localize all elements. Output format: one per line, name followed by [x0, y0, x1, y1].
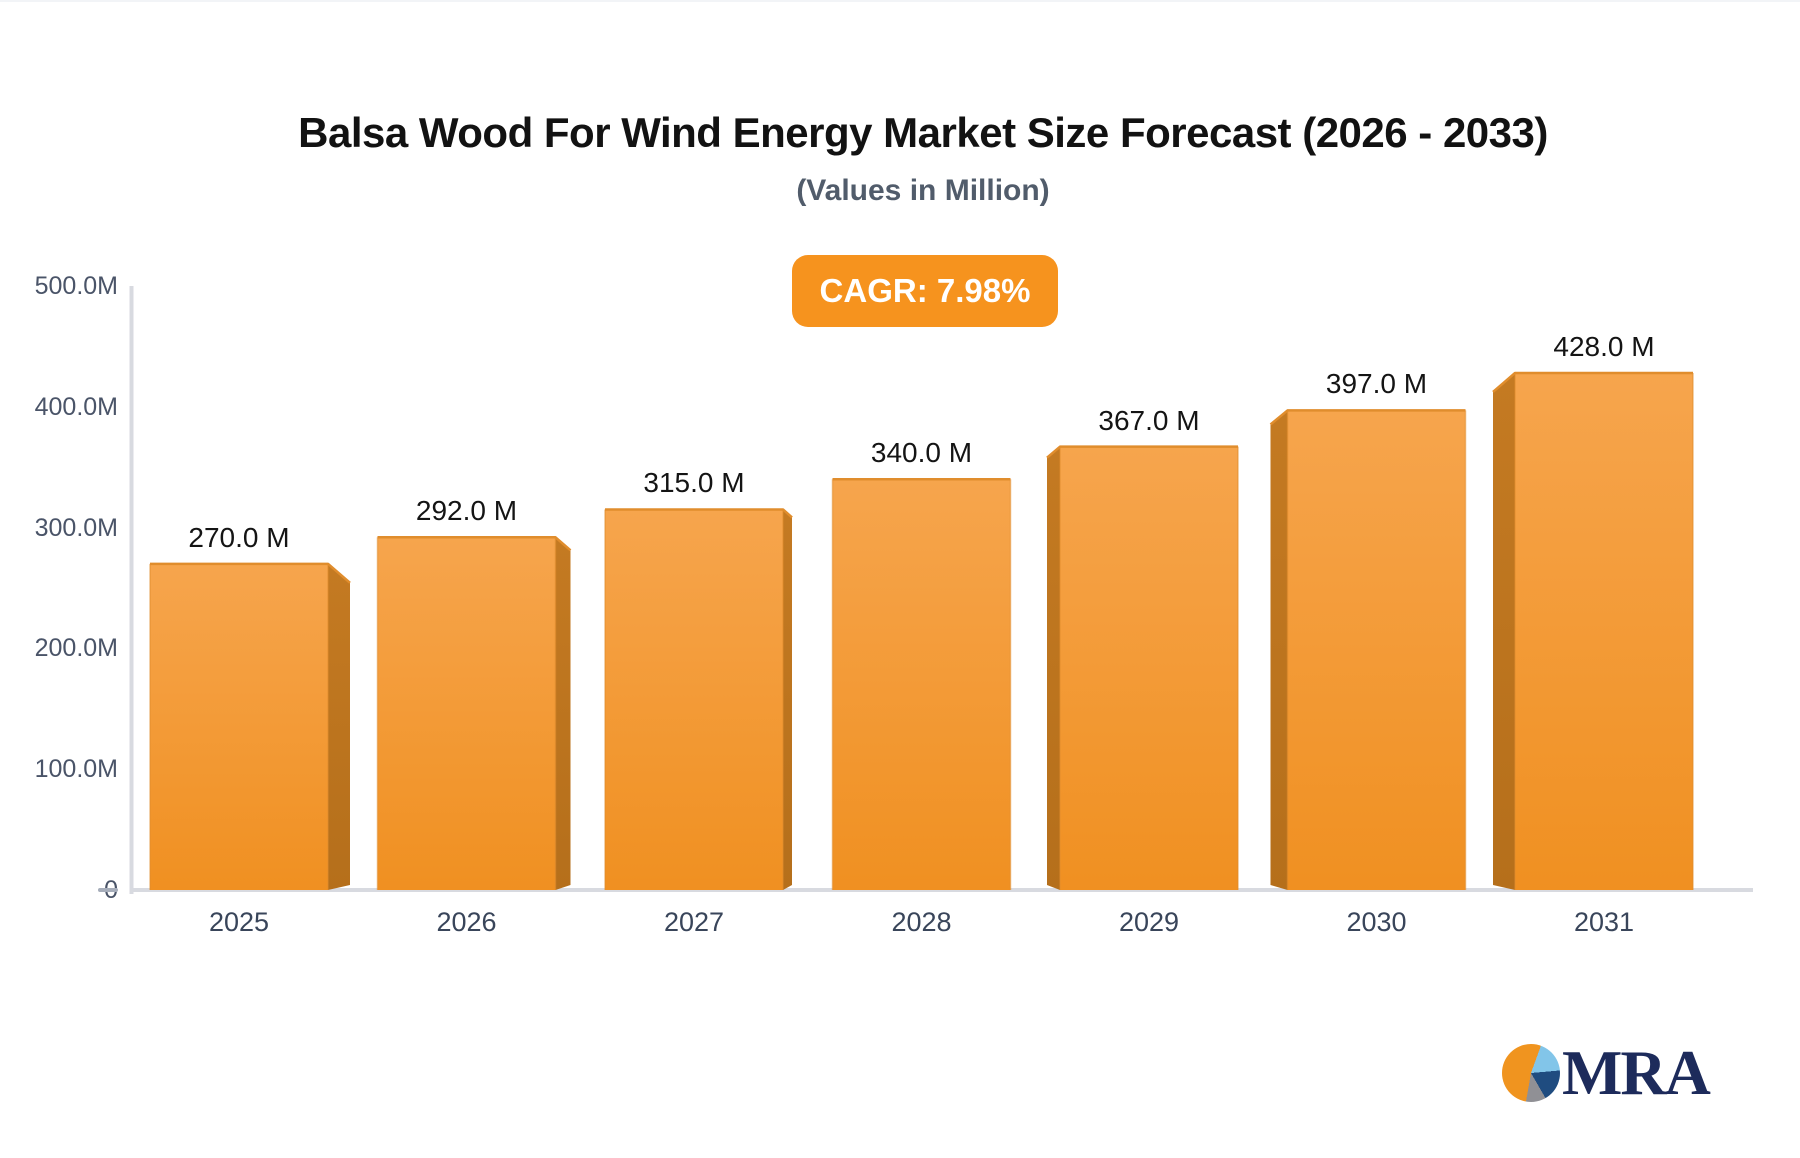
chart-title: Balsa Wood For Wind Energy Market Size F… [298, 109, 1548, 156]
y-tick-label: 500.0M [34, 272, 118, 300]
x-tick-label: 2025 [208, 907, 270, 937]
bar-value-label: 340.0 M [870, 437, 973, 469]
bar-front-face [832, 479, 1011, 890]
bar-side-face [555, 537, 571, 890]
bar-side-face [1047, 446, 1060, 890]
bar [149, 562, 351, 890]
bar-value-label: 292.0 M [415, 495, 518, 527]
bar-front-face [377, 537, 556, 890]
chart-subtitle: (Values in Million) [796, 174, 1050, 207]
bar [1492, 371, 1694, 890]
bar-side-face [328, 563, 350, 890]
bar-front-face [150, 563, 328, 890]
x-tick-label: 2028 [891, 907, 952, 937]
y-tick-label: 100.0M [34, 755, 118, 784]
mra-logo-text: MRA [1562, 1037, 1711, 1108]
x-tick-label: 2029 [1118, 907, 1180, 937]
bar-front-face [1287, 410, 1466, 890]
bar-value-label: 270.0 M [188, 521, 290, 553]
bar [1046, 445, 1239, 890]
y-tick-label: 200.0M [34, 634, 118, 663]
cagr-badge: CAGR: 7.98% [792, 255, 1058, 327]
bar-value-label: 315.0 M [643, 467, 745, 499]
bar-front-face [605, 509, 783, 890]
x-tick-label: 2030 [1346, 907, 1407, 937]
y-tick-label: 400.0M [34, 392, 118, 421]
bar-front-face [1515, 372, 1693, 890]
zero-tick-mark [98, 888, 118, 892]
bar-value-label: 367.0 M [1098, 404, 1200, 436]
bar [376, 536, 572, 890]
x-tick-label: 2026 [436, 907, 497, 937]
x-tick-label: 2031 [1573, 907, 1635, 937]
y-axis-line [129, 286, 134, 894]
bar [604, 508, 793, 890]
bar-front-face [1060, 446, 1238, 890]
mra-logo: MRA [1502, 1037, 1711, 1108]
mra-pie-icon [1502, 1044, 1560, 1102]
x-tick-label: 2027 [663, 907, 725, 937]
bar-side-face [783, 509, 792, 890]
bar-value-label: 428.0 M [1553, 330, 1655, 362]
bar-value-label: 397.0 M [1325, 368, 1428, 400]
bar [1269, 409, 1467, 890]
bar-side-face [1493, 372, 1515, 890]
bar-side-face [1270, 410, 1288, 890]
bar [831, 478, 1012, 890]
y-tick-label: 300.0M [34, 513, 118, 542]
